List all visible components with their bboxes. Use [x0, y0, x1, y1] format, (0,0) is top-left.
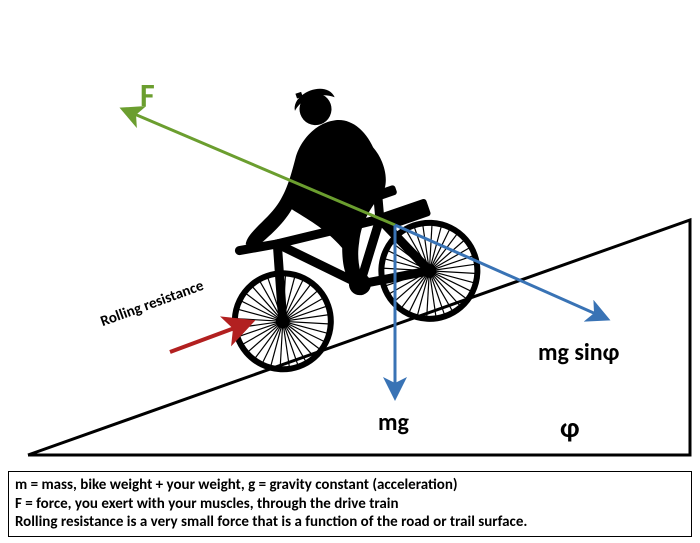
caption-line-2: F = force, you exert with your muscles, …	[15, 495, 685, 514]
label-mg: mg	[378, 408, 409, 437]
label-mgsinphi: mg sinφ	[538, 338, 619, 367]
caption-legend: m = mass, bike weight + your weight, g =…	[8, 471, 692, 537]
caption-line-3: Rolling resistance is a very small force…	[15, 513, 685, 532]
caption-line-1: m = mass, bike weight + your weight, g =…	[15, 476, 685, 495]
label-F: F	[140, 76, 155, 115]
label-phi: φ	[560, 410, 580, 445]
diagram-svg	[0, 0, 700, 470]
force-diagram: F mg mg sinφ Rolling resistance φ	[0, 0, 700, 470]
